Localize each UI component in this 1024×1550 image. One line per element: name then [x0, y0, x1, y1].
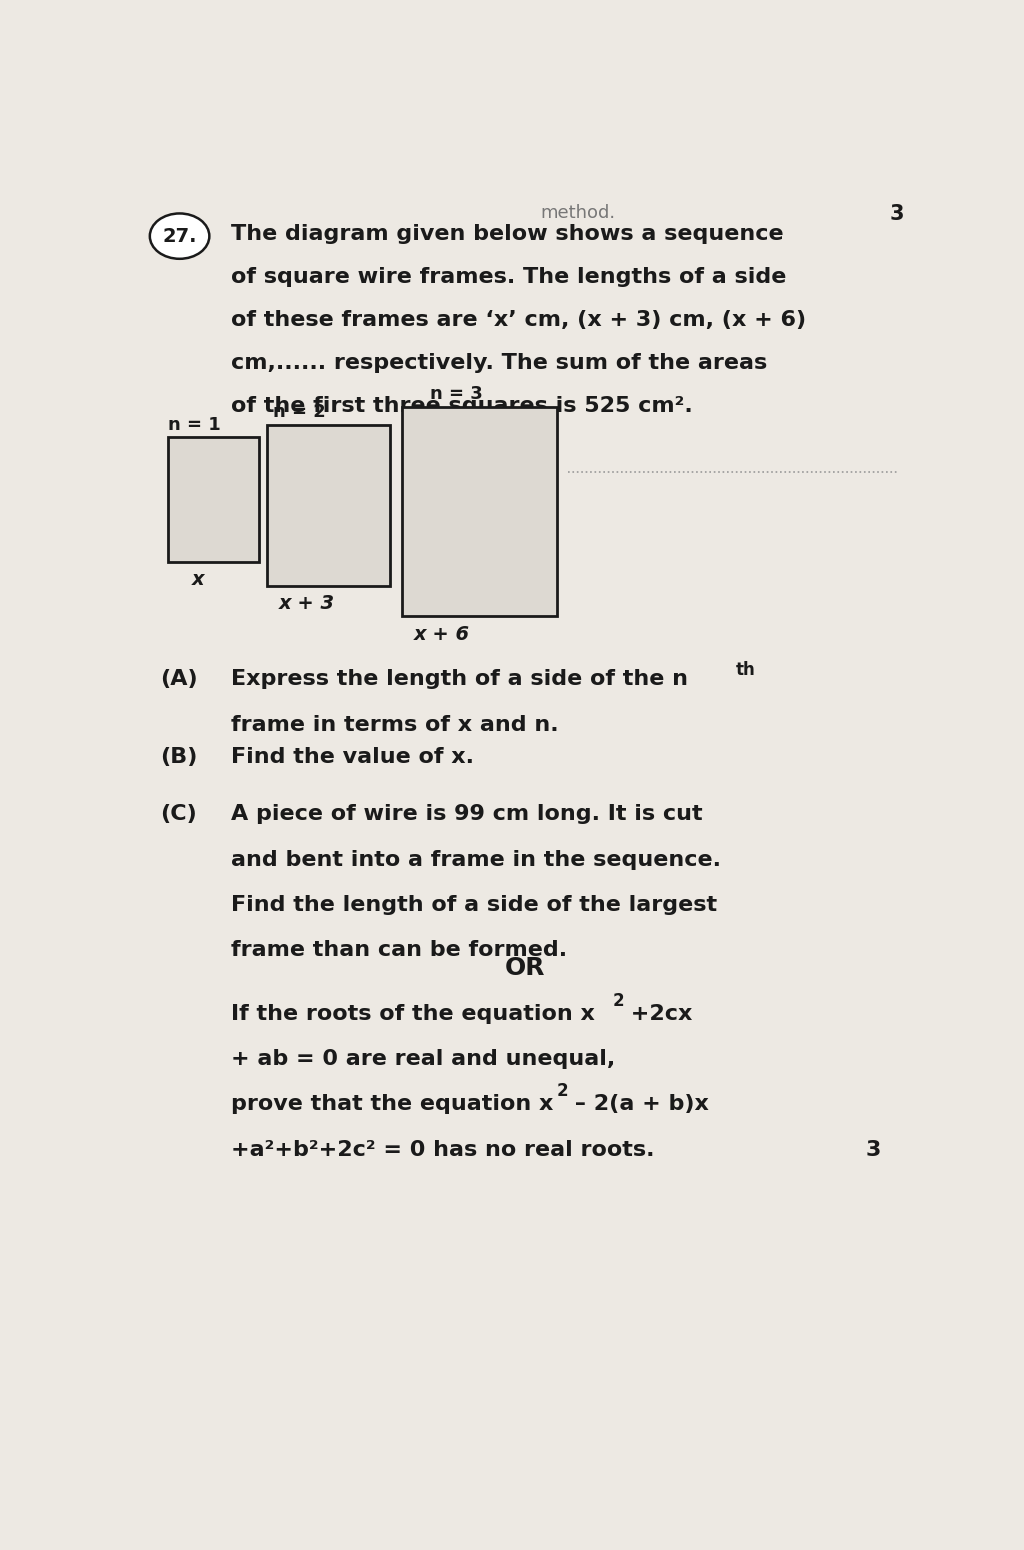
Text: – 2(a + b)x: – 2(a + b)x — [567, 1094, 709, 1114]
Text: 27.: 27. — [163, 226, 197, 245]
Text: of the first three squares is 525 cm².: of the first three squares is 525 cm². — [231, 397, 693, 415]
Text: and bent into a frame in the sequence.: and bent into a frame in the sequence. — [231, 849, 721, 870]
Text: n = 3: n = 3 — [430, 386, 482, 403]
Text: Find the value of x.: Find the value of x. — [231, 747, 474, 767]
Text: th: th — [736, 660, 756, 679]
Text: x + 6: x + 6 — [414, 625, 470, 645]
Text: of these frames are ‘x’ cm, (x + 3) cm, (x + 6): of these frames are ‘x’ cm, (x + 3) cm, … — [231, 310, 806, 330]
Text: A piece of wire is 99 cm long. It is cut: A piece of wire is 99 cm long. It is cut — [231, 804, 702, 825]
Text: +2cx: +2cx — [624, 1003, 692, 1023]
Text: If the roots of the equation x: If the roots of the equation x — [231, 1003, 595, 1023]
Text: frame than can be formed.: frame than can be formed. — [231, 941, 567, 961]
Text: frame in terms of x and n.: frame in terms of x and n. — [231, 715, 559, 735]
Text: 3: 3 — [866, 1139, 882, 1159]
Text: 2: 2 — [557, 1082, 568, 1100]
Bar — [401, 406, 557, 615]
Text: n = 2: n = 2 — [273, 403, 326, 422]
Text: prove that the equation x: prove that the equation x — [231, 1094, 554, 1114]
Ellipse shape — [150, 214, 209, 259]
Text: method.: method. — [541, 205, 615, 222]
Text: (B): (B) — [160, 747, 197, 767]
Bar — [168, 437, 259, 563]
Text: Express the length of a side of the n: Express the length of a side of the n — [231, 670, 688, 690]
Text: Find the length of a side of the largest: Find the length of a side of the largest — [231, 894, 717, 914]
Bar — [267, 425, 390, 586]
Text: of square wire frames. The lengths of a side: of square wire frames. The lengths of a … — [231, 267, 786, 287]
Text: (A): (A) — [160, 670, 198, 690]
Text: x: x — [191, 570, 204, 589]
Text: n = 1: n = 1 — [168, 417, 220, 434]
Text: (C): (C) — [160, 804, 197, 825]
Text: +a²+b²+2c² = 0 has no real roots.: +a²+b²+2c² = 0 has no real roots. — [231, 1139, 654, 1159]
Text: 3: 3 — [890, 205, 904, 223]
Text: + ab = 0 are real and unequal,: + ab = 0 are real and unequal, — [231, 1049, 615, 1070]
Text: OR: OR — [505, 956, 545, 980]
Text: 2: 2 — [613, 992, 625, 1009]
Text: x + 3: x + 3 — [279, 594, 335, 614]
Text: cm,...... respectively. The sum of the areas: cm,...... respectively. The sum of the a… — [231, 353, 767, 374]
Text: The diagram given below shows a sequence: The diagram given below shows a sequence — [231, 225, 783, 245]
